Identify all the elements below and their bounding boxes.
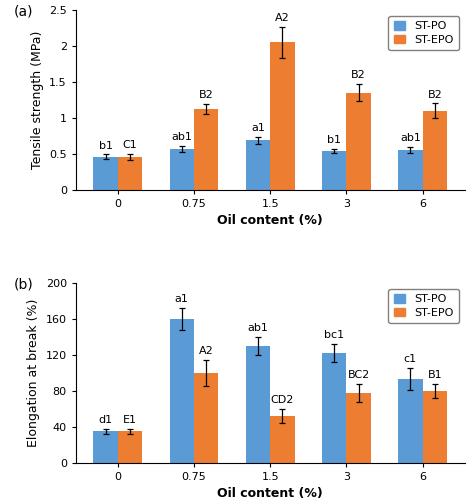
Bar [423,111,447,190]
Legend: ST-PO, ST-EPO: ST-PO, ST-EPO [389,16,459,50]
Bar [246,346,270,463]
Bar [170,319,194,463]
Text: B2: B2 [351,70,366,80]
Text: E1: E1 [123,414,137,425]
Y-axis label: Tensile strength (MPa): Tensile strength (MPa) [30,31,44,169]
Bar [322,353,346,463]
Bar [246,140,270,190]
Text: a1: a1 [175,294,189,304]
Text: c1: c1 [404,355,417,365]
Text: a1: a1 [251,123,265,133]
Bar [346,93,371,190]
Text: C1: C1 [123,140,137,150]
Text: (b): (b) [14,278,33,292]
Bar [194,373,219,463]
Bar [118,156,142,190]
Bar [270,416,294,463]
Bar [270,42,294,190]
Bar [346,393,371,463]
Bar [170,149,194,190]
Y-axis label: Elongation at break (%): Elongation at break (%) [27,299,40,447]
Bar [423,391,447,463]
Text: A2: A2 [275,13,290,23]
Bar [398,379,423,463]
Text: (a): (a) [14,5,33,19]
Bar [398,150,423,190]
Text: B2: B2 [428,90,442,100]
Text: d1: d1 [99,414,113,425]
Text: ab1: ab1 [400,133,421,143]
X-axis label: Oil content (%): Oil content (%) [217,214,323,227]
Text: BC2: BC2 [347,370,370,380]
Bar [322,151,346,190]
Text: CD2: CD2 [271,395,294,405]
X-axis label: Oil content (%): Oil content (%) [217,487,323,500]
Text: ab1: ab1 [247,323,268,333]
Bar [194,109,219,190]
Text: ab1: ab1 [171,132,192,142]
Legend: ST-PO, ST-EPO: ST-PO, ST-EPO [389,289,459,323]
Text: b1: b1 [327,135,341,145]
Text: B1: B1 [428,370,442,380]
Text: B2: B2 [199,90,214,100]
Bar [118,432,142,463]
Text: A2: A2 [199,347,214,357]
Bar [93,432,118,463]
Text: b1: b1 [99,140,112,150]
Bar [93,156,118,190]
Text: bc1: bc1 [324,330,344,340]
